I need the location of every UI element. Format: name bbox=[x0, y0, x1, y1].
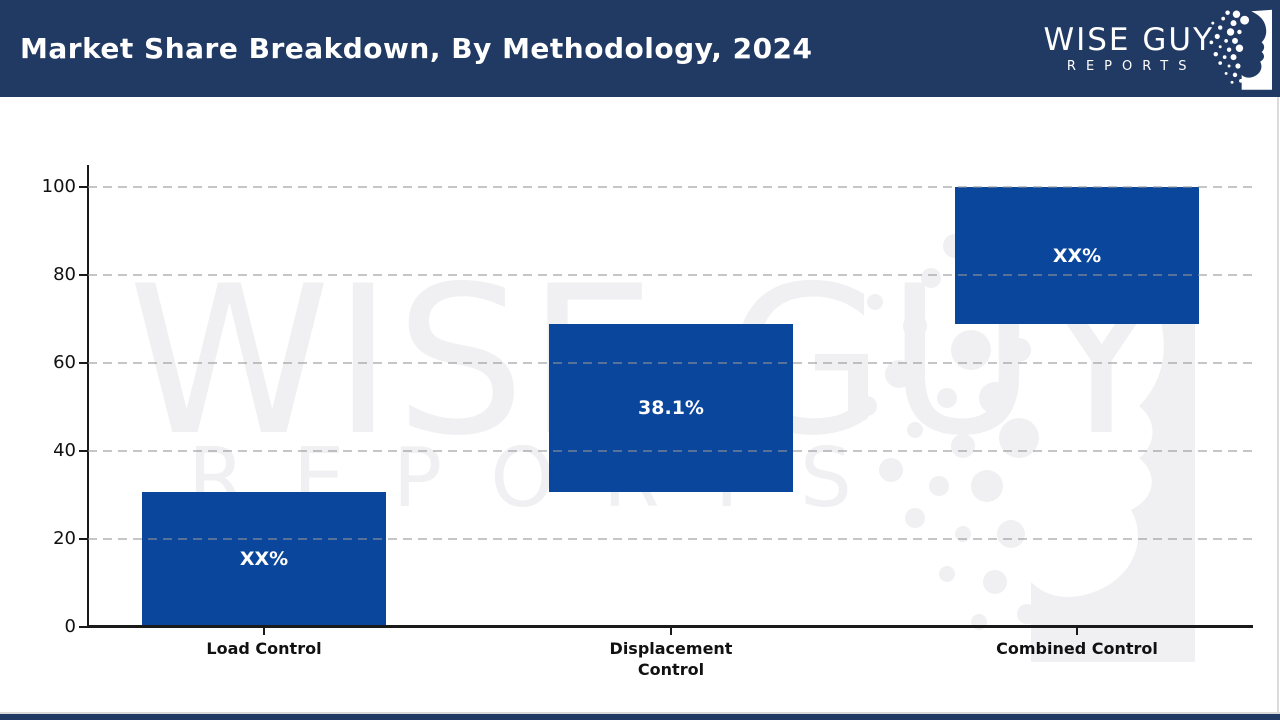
gridline-40 bbox=[88, 450, 1253, 452]
y-tick-mark-60 bbox=[79, 362, 87, 364]
y-tick-label-60: 60 bbox=[53, 352, 76, 373]
x-tick-mark-2 bbox=[1076, 628, 1078, 635]
gridline-80 bbox=[88, 274, 1253, 276]
logo-subtitle: REPORTS bbox=[1066, 59, 1197, 74]
y-tick-label-20: 20 bbox=[53, 528, 76, 549]
bar-value-label: XX% bbox=[1052, 244, 1102, 267]
bottom-hairline bbox=[0, 712, 1280, 714]
y-tick-label-0: 0 bbox=[64, 616, 76, 637]
x-tick-label-0: Load Control bbox=[206, 639, 322, 658]
chart-title: Market Share Breakdown, By Methodology, … bbox=[20, 32, 813, 65]
footer-band bbox=[0, 714, 1280, 720]
gridline-20 bbox=[88, 538, 1253, 540]
bar-1: 38.1% bbox=[549, 324, 793, 492]
y-tick-mark-0 bbox=[79, 626, 87, 628]
logo-wordmark: WISE GUY bbox=[1043, 22, 1214, 58]
y-tick-mark-100 bbox=[79, 186, 87, 188]
y-tick-mark-80 bbox=[79, 274, 87, 276]
x-tick-label-2: Combined Control bbox=[996, 639, 1158, 658]
y-tick-label-40: 40 bbox=[53, 440, 76, 461]
bar-2: XX% bbox=[955, 187, 1199, 325]
wise-guy-reports-logo: WISE GUY REPORTS bbox=[1043, 6, 1272, 92]
y-tick-mark-20 bbox=[79, 538, 87, 540]
y-axis-line bbox=[87, 165, 89, 627]
y-tick-mark-40 bbox=[79, 450, 87, 452]
header-band: Market Share Breakdown, By Methodology, … bbox=[0, 0, 1280, 97]
right-hairline bbox=[1277, 97, 1279, 712]
y-tick-label-100: 100 bbox=[41, 176, 76, 197]
logo-text: WISE GUY REPORTS bbox=[1043, 22, 1214, 74]
bar-value-label: XX% bbox=[239, 548, 289, 571]
x-tick-mark-1 bbox=[670, 628, 672, 635]
dotted-face-icon bbox=[1209, 9, 1272, 90]
y-tick-label-80: 80 bbox=[53, 264, 76, 285]
gridline-60 bbox=[88, 362, 1253, 364]
x-tick-label-1: Displacement Control bbox=[609, 639, 733, 679]
bar-value-label: 38.1% bbox=[638, 397, 704, 420]
x-axis-line bbox=[87, 625, 1253, 628]
bar-0: XX% bbox=[142, 491, 386, 627]
gridline-100 bbox=[88, 186, 1253, 188]
x-tick-mark-0 bbox=[263, 628, 265, 635]
